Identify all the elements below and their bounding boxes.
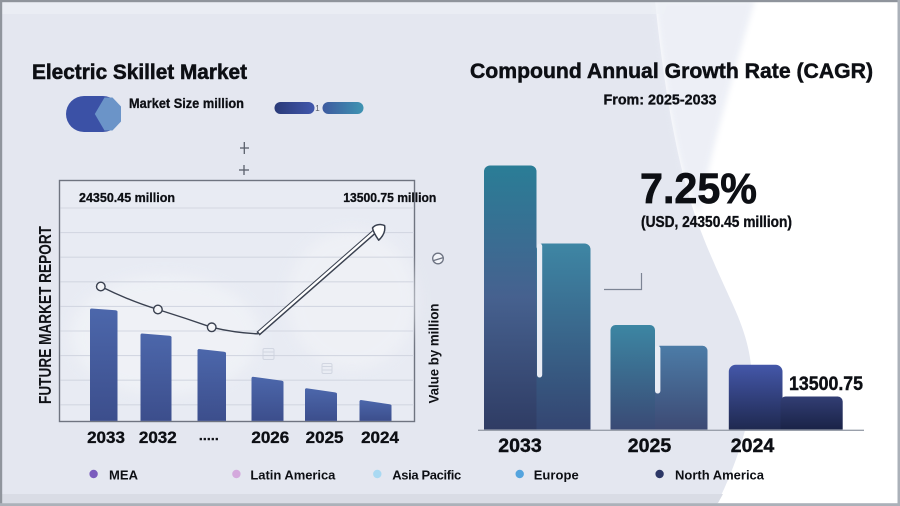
svg-text:2025: 2025 — [306, 428, 344, 447]
svg-text:Asia Pacific: Asia Pacific — [392, 468, 461, 483]
svg-text:.....: ..... — [199, 428, 219, 443]
svg-text:Value by million: Value by million — [427, 304, 442, 404]
svg-text:2032: 2032 — [139, 428, 177, 447]
svg-text:MEA: MEA — [109, 468, 139, 483]
svg-text:1: 1 — [315, 104, 320, 113]
svg-text:13500.75: 13500.75 — [789, 374, 863, 395]
svg-text:2033: 2033 — [498, 435, 542, 457]
svg-text:2025: 2025 — [628, 435, 672, 457]
svg-text:13500.75 million: 13500.75 million — [343, 190, 436, 205]
svg-text:(USD, 24350.45 million): (USD, 24350.45 million) — [641, 214, 792, 231]
svg-text:Electric Skillet Market: Electric Skillet Market — [32, 60, 247, 84]
svg-text:Europe: Europe — [534, 468, 579, 483]
svg-text:2024: 2024 — [361, 428, 399, 447]
svg-text:From: 2025-2033: From: 2025-2033 — [604, 92, 717, 109]
svg-text:Compound Annual Growth Rate (C: Compound Annual Growth Rate (CAGR) — [470, 59, 873, 83]
svg-text:24350.45 million: 24350.45 million — [79, 190, 175, 205]
svg-text:7.25%: 7.25% — [640, 165, 757, 213]
svg-text:2024: 2024 — [731, 435, 775, 457]
svg-text:2033: 2033 — [87, 428, 125, 447]
svg-text:Market Size million: Market Size million — [129, 95, 244, 111]
svg-text:2026: 2026 — [251, 428, 289, 447]
svg-text:Latin America: Latin America — [250, 468, 336, 483]
svg-text:FUTURE MARKET REPORT: FUTURE MARKET REPORT — [35, 226, 55, 404]
svg-text:North America: North America — [675, 468, 765, 483]
